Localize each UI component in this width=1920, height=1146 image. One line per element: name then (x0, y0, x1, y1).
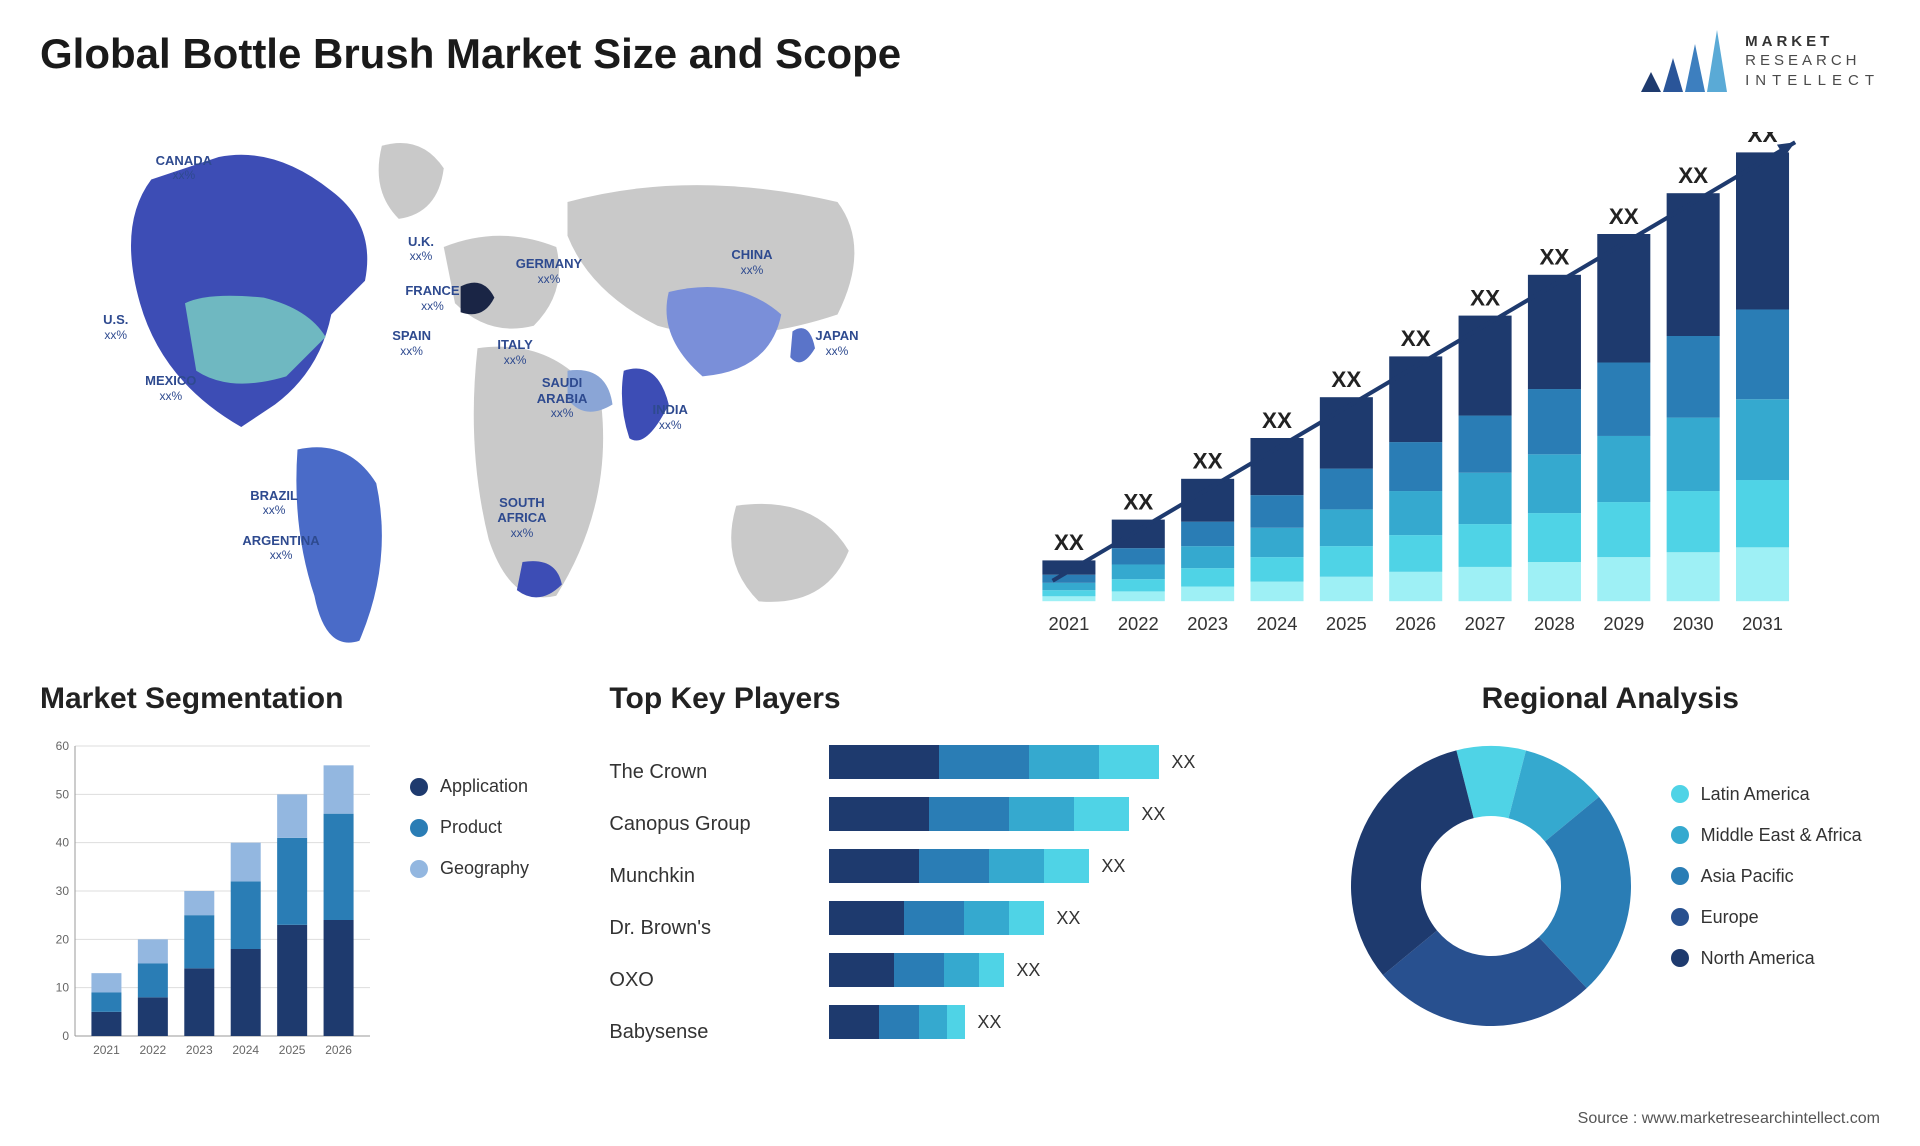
source-text: Source : www.marketresearchintellect.com (1578, 1110, 1880, 1128)
legend-dot (1671, 785, 1689, 803)
svg-text:2026: 2026 (325, 1043, 352, 1057)
svg-text:XX: XX (1123, 489, 1153, 514)
regional-title: Regional Analysis (1341, 682, 1880, 716)
map-label-india: INDIAxx% (652, 402, 687, 432)
regional-legend-item: Europe (1671, 907, 1862, 928)
header: Global Bottle Brush Market Size and Scop… (40, 30, 1880, 92)
legend-dot (410, 860, 428, 878)
svg-text:10: 10 (56, 981, 70, 995)
svg-text:2022: 2022 (140, 1043, 167, 1057)
svg-text:2025: 2025 (279, 1043, 306, 1057)
map-label-u-s-: U.S.xx% (103, 312, 128, 342)
regional-legend-item: Latin America (1671, 784, 1862, 805)
map-label-south-africa: SOUTHAFRICAxx% (497, 495, 546, 541)
map-label-italy: ITALYxx% (497, 337, 532, 367)
legend-dot (1671, 949, 1689, 967)
player-row: XX (829, 840, 1310, 892)
players-bars: XXXXXXXXXXXX (829, 736, 1310, 1058)
player-row: XX (829, 944, 1310, 996)
svg-text:2024: 2024 (1257, 613, 1298, 634)
regional-panel: Regional Analysis Latin America Middle Ea… (1341, 682, 1880, 1112)
map-label-canada: CANADAxx% (156, 153, 212, 183)
page-title: Global Bottle Brush Market Size and Scop… (40, 30, 901, 78)
svg-text:XX: XX (1193, 449, 1223, 474)
player-label: Canopus Group (609, 798, 809, 850)
player-row: XX (829, 736, 1310, 788)
svg-text:2025: 2025 (1326, 613, 1367, 634)
svg-text:XX: XX (1054, 530, 1084, 555)
map-label-u-k-: U.K.xx% (408, 234, 434, 264)
regional-legend: Latin America Middle East & Africa Asia Pa… (1671, 784, 1862, 989)
svg-text:XX: XX (1609, 204, 1639, 229)
svg-text:2027: 2027 (1465, 613, 1506, 634)
svg-text:50: 50 (56, 787, 70, 801)
legend-dot (410, 778, 428, 796)
regional-legend-item: Asia Pacific (1671, 866, 1862, 887)
svg-text:2026: 2026 (1395, 613, 1436, 634)
player-label: Dr. Brown's (609, 902, 809, 954)
player-label: Babysense (609, 1006, 809, 1058)
map-label-mexico: MEXICOxx% (145, 373, 196, 403)
legend-item-application: Application (410, 776, 529, 797)
players-labels: The CrownCanopus GroupMunchkinDr. Brown'… (609, 736, 809, 1058)
donut-chart (1341, 736, 1641, 1036)
svg-text:2023: 2023 (186, 1043, 213, 1057)
svg-text:XX: XX (1401, 326, 1431, 351)
player-row: XX (829, 788, 1310, 840)
world-map: CANADAxx% U.S.xx% MEXICOxx% BRAZILxx% ARGENT… (40, 112, 960, 652)
svg-text:2022: 2022 (1118, 613, 1159, 634)
regional-legend-item: Middle East & Africa (1671, 825, 1862, 846)
svg-text:2029: 2029 (1603, 613, 1644, 634)
svg-text:XX: XX (1470, 285, 1500, 310)
svg-text:20: 20 (56, 932, 70, 946)
player-row: XX (829, 892, 1310, 944)
svg-text:0: 0 (62, 1029, 69, 1043)
logo-text: MARKET RESEARCH INTELLECT (1745, 32, 1880, 91)
player-row: XX (829, 996, 1310, 1048)
legend-dot (1671, 908, 1689, 926)
map-label-spain: SPAINxx% (392, 328, 431, 358)
svg-text:XX: XX (1331, 367, 1361, 392)
legend-dot (1671, 867, 1689, 885)
segmentation-title: Market Segmentation (40, 682, 579, 716)
svg-text:2024: 2024 (232, 1043, 259, 1057)
svg-text:30: 30 (56, 884, 70, 898)
svg-text:XX: XX (1748, 132, 1778, 147)
players-title: Top Key Players (609, 682, 1310, 716)
map-label-france: FRANCExx% (405, 283, 459, 313)
svg-text:XX: XX (1678, 163, 1708, 188)
svg-text:40: 40 (56, 836, 70, 850)
growth-svg: XX 2021 XX 2022 XX 2023 XX 2024 XX 2025 XX 2026 XX 20… (990, 132, 1870, 642)
legend-item-geography: Geography (410, 858, 529, 879)
player-label: OXO (609, 954, 809, 1006)
regional-legend-item: North America (1671, 948, 1862, 969)
growth-chart: XX 2021 XX 2022 XX 2023 XX 2024 XX 2025 XX 2026 XX 20… (980, 112, 1880, 652)
player-label: Munchkin (609, 850, 809, 902)
svg-text:XX: XX (1539, 245, 1569, 270)
legend-dot (1671, 826, 1689, 844)
legend-item-product: Product (410, 817, 529, 838)
map-label-germany: GERMANYxx% (516, 256, 582, 286)
player-label: The Crown (609, 746, 809, 798)
map-label-saudi-arabia: SAUDIARABIAxx% (537, 375, 588, 421)
map-label-china: CHINAxx% (731, 247, 772, 277)
svg-text:2021: 2021 (93, 1043, 120, 1057)
svg-text:2031: 2031 (1742, 613, 1783, 634)
segmentation-legend: Application Product Geography (410, 776, 529, 899)
svg-text:XX: XX (1262, 408, 1292, 433)
segmentation-chart: 0 10 20 30 40 50 60 2021 2022 2023 2024 2025 2026 (40, 736, 380, 1066)
players-panel: Top Key Players The CrownCanopus GroupMu… (609, 682, 1310, 1112)
legend-dot (410, 819, 428, 837)
svg-text:2030: 2030 (1673, 613, 1714, 634)
svg-text:60: 60 (56, 739, 70, 753)
svg-text:2023: 2023 (1187, 613, 1228, 634)
map-label-brazil: BRAZILxx% (250, 488, 298, 518)
svg-text:2021: 2021 (1048, 613, 1089, 634)
segmentation-panel: Market Segmentation 0 10 20 30 40 50 60 2021 202… (40, 682, 579, 1112)
brand-logo: MARKET RESEARCH INTELLECT (1633, 30, 1880, 92)
svg-text:2028: 2028 (1534, 613, 1575, 634)
map-label-argentina: ARGENTINAxx% (242, 533, 319, 563)
map-label-japan: JAPANxx% (815, 328, 858, 358)
logo-icon (1633, 30, 1733, 92)
